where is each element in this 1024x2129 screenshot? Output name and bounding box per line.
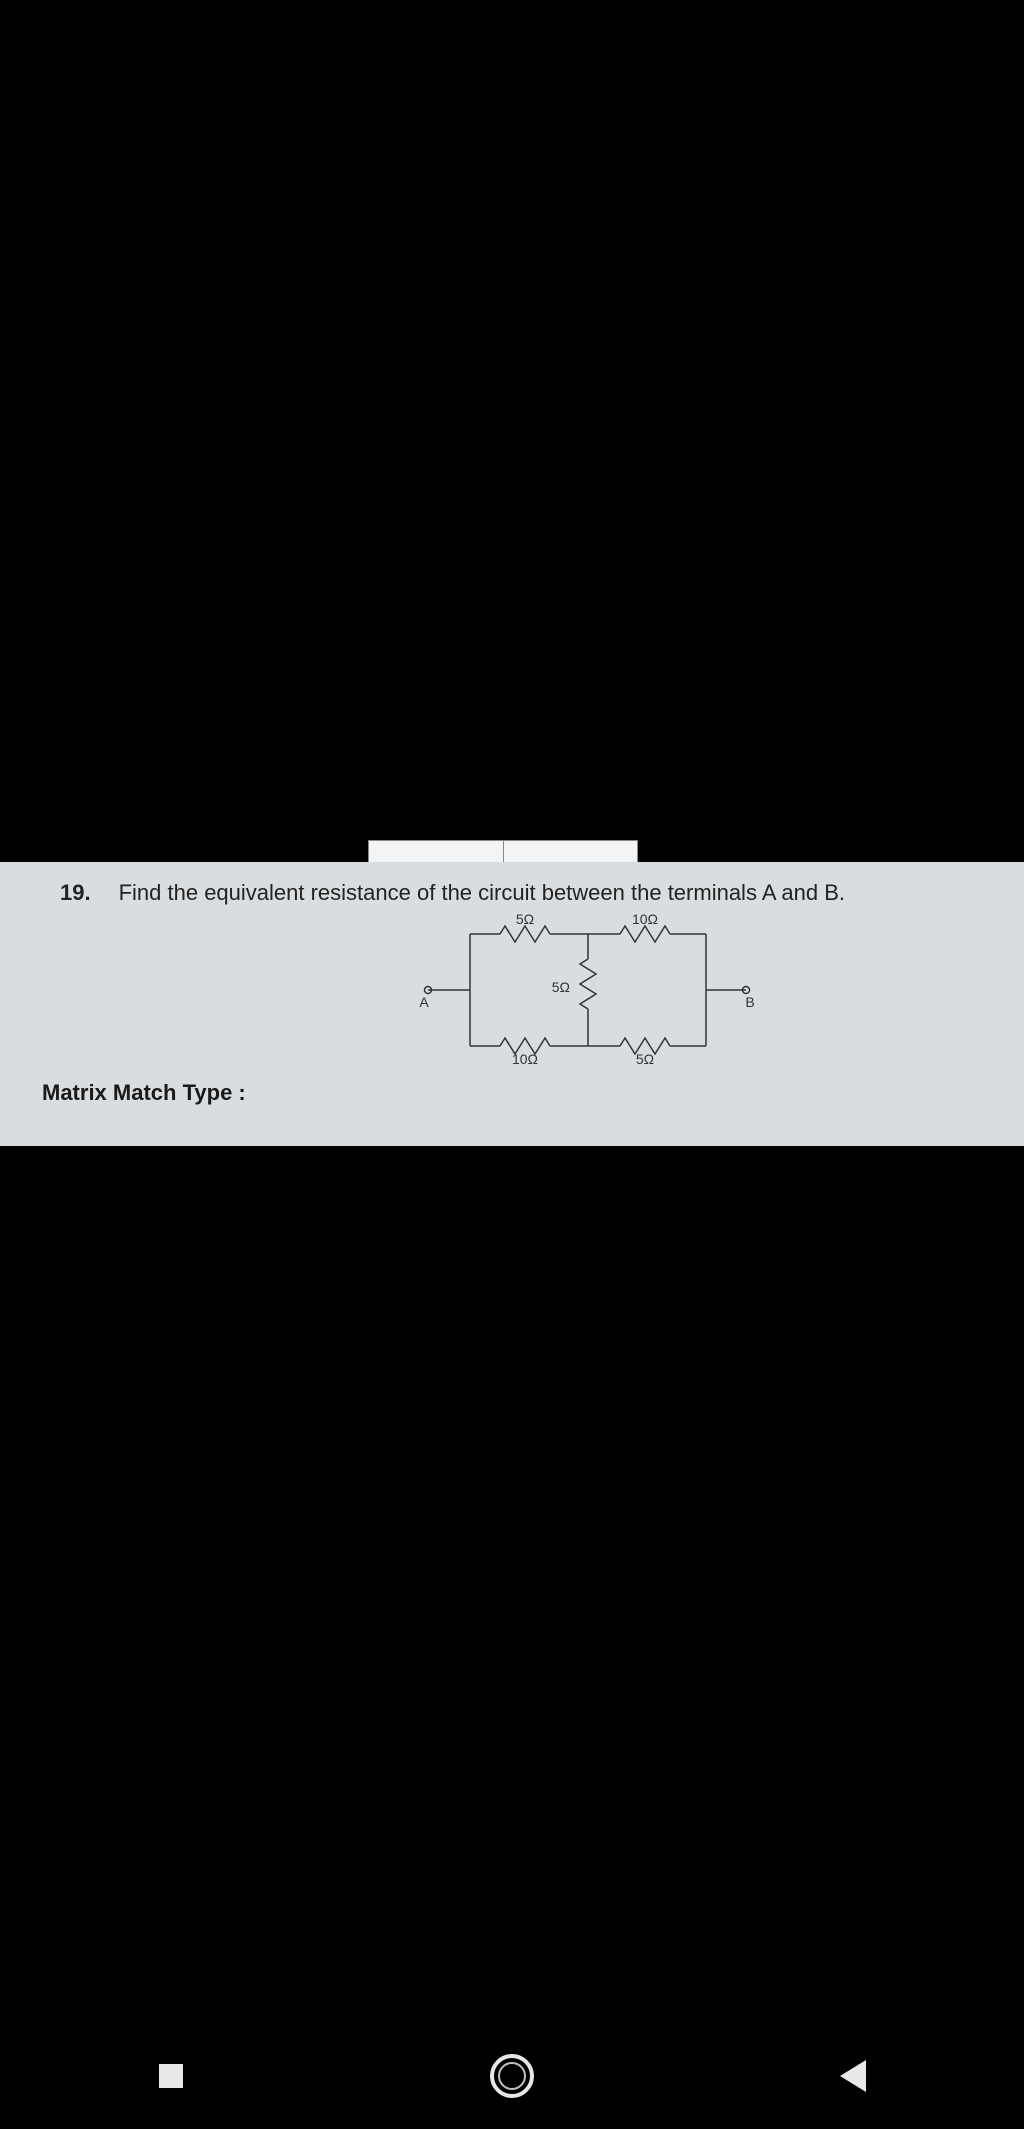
triangle-icon xyxy=(840,2060,866,2092)
cropped-table-divider xyxy=(503,840,504,862)
square-icon xyxy=(159,2064,183,2088)
matrix-match-heading: Matrix Match Type : xyxy=(0,1074,1024,1120)
question-text: Find the equivalent resistance of the ci… xyxy=(119,880,845,906)
r-top-left-label: 5Ω xyxy=(516,914,534,927)
android-nav-bar xyxy=(0,2041,1024,2111)
r-middle-label: 5Ω xyxy=(552,979,570,995)
home-button[interactable] xyxy=(482,2046,542,2106)
circle-icon xyxy=(490,2054,534,2098)
terminal-a-label: A xyxy=(419,994,429,1010)
question-number: 19. xyxy=(60,880,91,906)
question-band: 19. Find the equivalent resistance of th… xyxy=(0,862,1024,1146)
r-top-right-label: 10Ω xyxy=(632,914,658,927)
question-row: 19. Find the equivalent resistance of th… xyxy=(0,862,1024,914)
circle-inner-icon xyxy=(498,2062,526,2090)
recent-apps-button[interactable] xyxy=(141,2046,201,2106)
circuit-svg: A B 5Ω 10Ω 5Ω xyxy=(0,914,1024,1074)
circuit-diagram: A B 5Ω 10Ω 5Ω xyxy=(0,914,1024,1074)
r-bot-left-label: 10Ω xyxy=(512,1051,538,1067)
terminal-b-label: B xyxy=(745,994,754,1010)
r-bot-right-label: 5Ω xyxy=(636,1051,654,1067)
back-button[interactable] xyxy=(823,2046,883,2106)
